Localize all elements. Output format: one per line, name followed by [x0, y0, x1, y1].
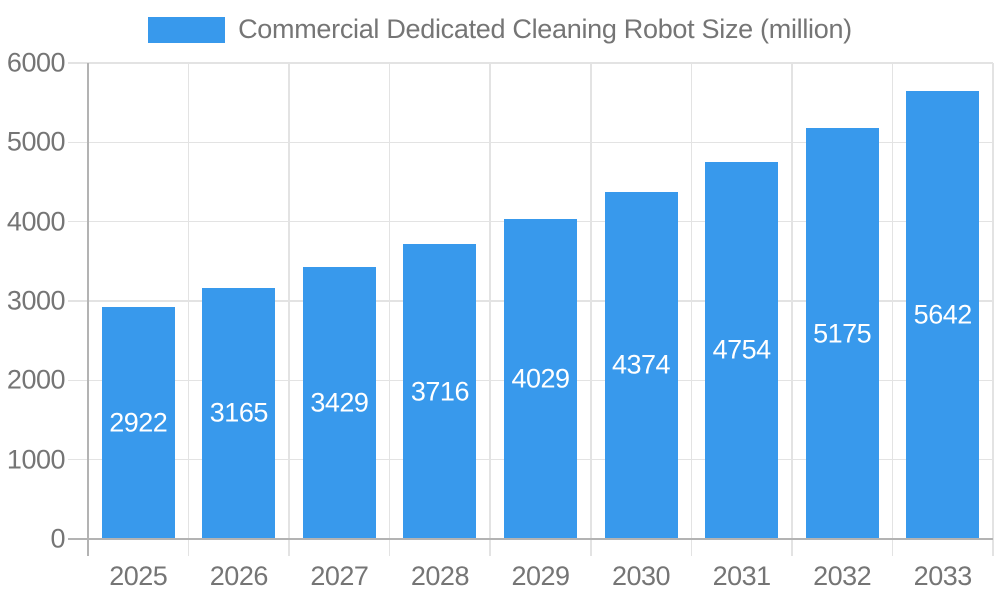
gridline-vertical [891, 63, 894, 539]
y-axis-tick [68, 458, 88, 461]
gridline-horizontal [88, 62, 993, 64]
x-axis-tick [891, 539, 894, 556]
bar[interactable] [705, 161, 779, 539]
gridline-vertical [791, 63, 793, 539]
bar-value-label: 3716 [410, 376, 470, 407]
legend[interactable]: Commercial Dedicated Cleaning Robot Size… [0, 14, 1000, 45]
x-axis-tick-label: 2033 [913, 561, 973, 591]
y-axis-tick [68, 379, 88, 382]
x-axis-tick-label: 2025 [109, 561, 168, 591]
gridline-vertical [288, 63, 290, 539]
x-axis-tick-label: 2030 [612, 561, 671, 591]
y-axis-tick [68, 220, 88, 223]
bar-value-label: 4374 [612, 349, 671, 380]
gridline-horizontal [88, 141, 993, 144]
x-axis-tick [590, 539, 592, 556]
y-axis-tick-label: 2000 [6, 364, 66, 395]
legend-swatch[interactable] [148, 16, 226, 43]
y-axis-tick-label: 1000 [6, 444, 66, 475]
gridline-vertical [690, 63, 693, 539]
x-axis-tick [288, 539, 290, 556]
x-axis-tick [187, 539, 190, 556]
bar-value-label: 3165 [209, 397, 269, 428]
x-axis-tick-label: 2026 [209, 561, 269, 591]
y-axis-tick-label: 0 [50, 523, 65, 554]
y-axis-tick [68, 62, 88, 64]
bar-value-label: 4029 [511, 363, 570, 394]
y-axis-tick-label: 5000 [6, 126, 66, 157]
x-axis-tick-label: 2032 [813, 561, 872, 591]
bar[interactable] [101, 307, 175, 539]
y-axis-tick-label: 3000 [6, 285, 66, 316]
bar[interactable] [604, 191, 678, 539]
bar[interactable] [805, 128, 879, 539]
x-axis-tick [690, 539, 693, 556]
x-axis-tick [489, 539, 491, 556]
gridline-vertical [590, 63, 592, 539]
bar-value-label: 5642 [913, 299, 973, 330]
y-axis-tick-label: 4000 [6, 206, 66, 237]
gridline-vertical [489, 63, 491, 539]
x-axis-tick [992, 539, 994, 556]
bar[interactable] [202, 287, 276, 539]
x-axis-tick-label: 2027 [310, 561, 369, 591]
y-axis-tick-label: 6000 [6, 47, 66, 78]
bar-value-label: 4754 [712, 334, 772, 365]
gridline-vertical [992, 63, 994, 539]
legend-label[interactable]: Commercial Dedicated Cleaning Robot Size… [238, 14, 852, 44]
y-axis-line [87, 63, 89, 556]
y-axis-tick [68, 141, 88, 144]
bar-value-label: 3429 [310, 387, 369, 418]
x-axis-tick [791, 539, 793, 556]
bar-value-label: 5175 [813, 318, 872, 349]
x-axis-tick-label: 2031 [712, 561, 772, 591]
x-axis-tick [388, 539, 391, 556]
bar-value-label: 2922 [109, 407, 168, 438]
bar[interactable] [302, 266, 376, 539]
y-axis-tick [68, 300, 88, 302]
x-axis-tick-label: 2028 [410, 561, 470, 591]
bar[interactable] [403, 244, 477, 539]
bar[interactable] [504, 219, 577, 539]
x-axis-tick-label: 2029 [511, 561, 570, 591]
gridline-vertical [187, 63, 190, 539]
gridline-vertical [388, 63, 391, 539]
x-axis-line [68, 538, 993, 540]
bar[interactable] [906, 91, 980, 539]
